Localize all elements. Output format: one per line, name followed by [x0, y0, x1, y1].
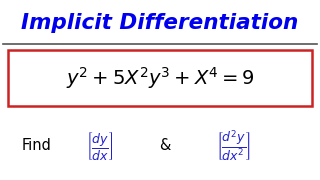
Text: Implicit Differentiation: Implicit Differentiation [21, 13, 299, 33]
Text: $\left[\dfrac{d^2y}{dx^2}\right]$: $\left[\dfrac{d^2y}{dx^2}\right]$ [216, 129, 251, 163]
Text: Find: Find [22, 138, 52, 153]
FancyBboxPatch shape [8, 50, 312, 106]
Text: $y^2 + 5X^2y^3 + X^4 = 9$: $y^2 + 5X^2y^3 + X^4 = 9$ [66, 65, 254, 91]
Text: $\left[\dfrac{dy}{dx}\right]$: $\left[\dfrac{dy}{dx}\right]$ [85, 130, 113, 162]
Text: &: & [159, 138, 171, 153]
